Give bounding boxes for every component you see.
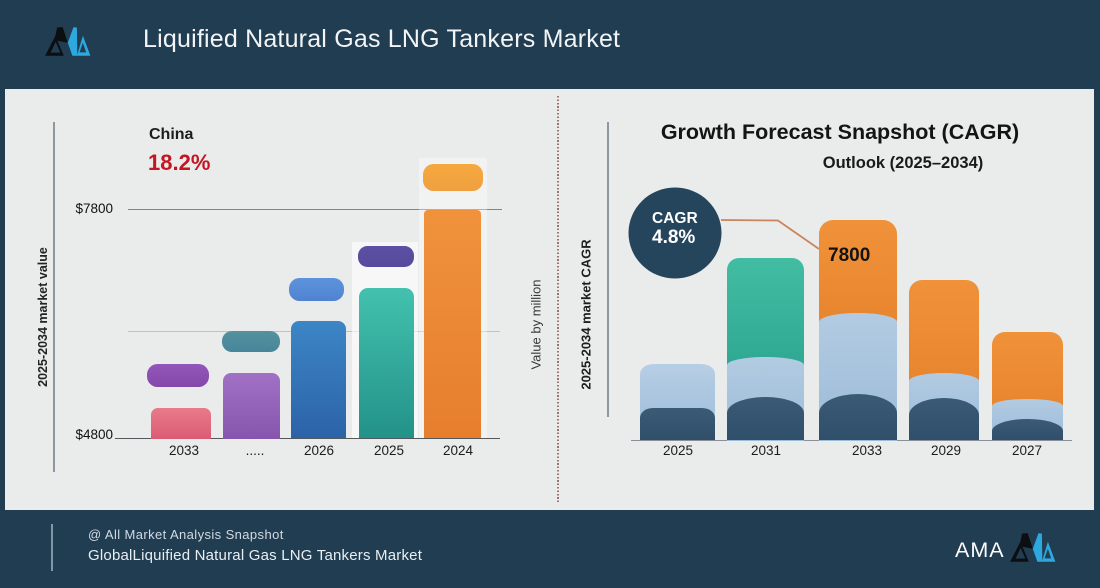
svg-text:CAGR: CAGR (652, 210, 698, 227)
svg-text:4.8%: 4.8% (652, 227, 695, 248)
